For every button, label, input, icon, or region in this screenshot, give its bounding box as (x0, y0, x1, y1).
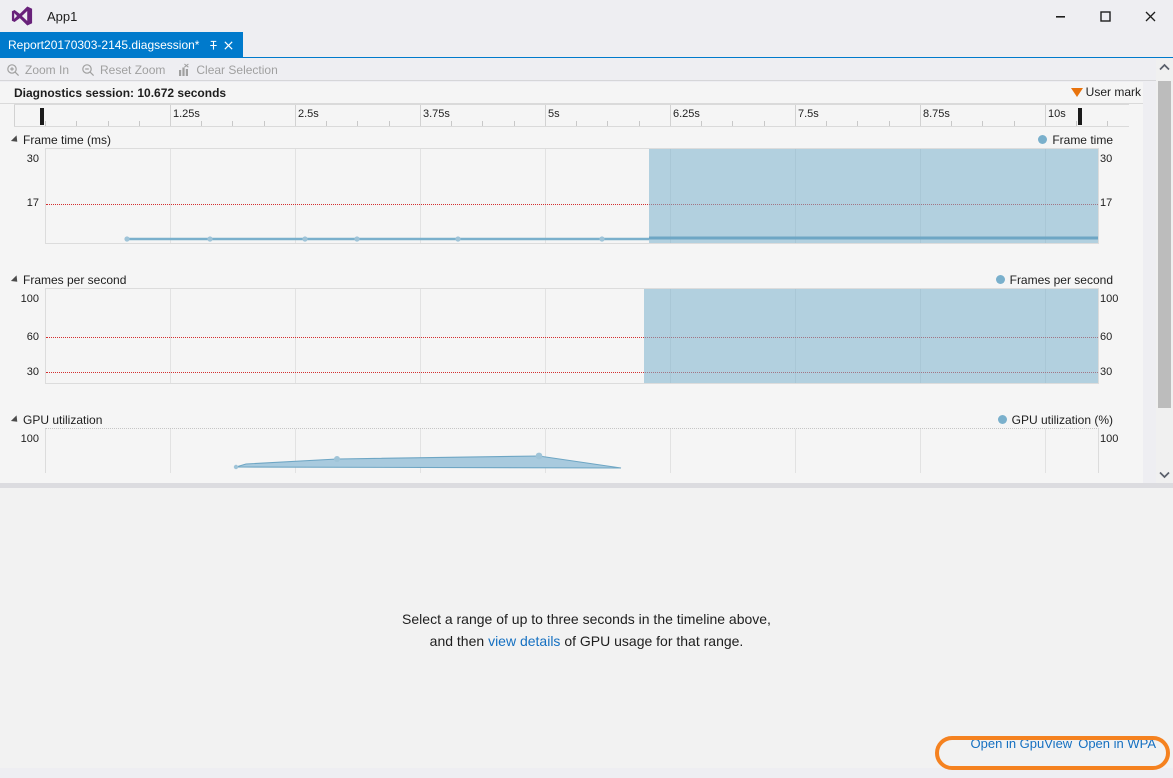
chart-title-label: Frame time (ms) (23, 132, 111, 147)
user-mark-triangle-icon (1070, 87, 1083, 97)
maximize-button[interactable] (1083, 0, 1128, 32)
app-title: App1 (47, 8, 78, 24)
chart-frame-time-title[interactable]: Frame time (ms) (10, 131, 111, 148)
details-message-line1: Select a range of up to three seconds in… (402, 611, 771, 627)
threshold-line-17 (46, 204, 1098, 205)
ruler-label-7: 10s (1048, 108, 1066, 120)
zoom-in-button[interactable]: Zoom In (0, 59, 75, 81)
reset-zoom-button[interactable]: Reset Zoom (75, 59, 171, 81)
visual-studio-logo-icon (11, 6, 33, 26)
scrollbar-thumb[interactable] (1158, 81, 1171, 408)
close-icon[interactable] (221, 37, 236, 53)
zoom-in-icon (5, 62, 21, 78)
tab-diagsession[interactable]: Report20170303-2145.diagsession* (0, 32, 244, 58)
y-axis-label: 60 (26, 331, 39, 343)
y-axis-label: 100 (20, 293, 39, 305)
details-pane: Select a range of up to three seconds in… (0, 488, 1173, 778)
y-axis-label-right: 30 (1100, 366, 1113, 378)
chart-frame-time: Frame time (ms) Frame time 30 17 30 17 (0, 131, 1143, 244)
ruler-label-2: 3.75s (423, 108, 450, 120)
vertical-scrollbar[interactable] (1156, 59, 1173, 483)
scroll-up-button[interactable] (1156, 59, 1173, 76)
scroll-down-button[interactable] (1156, 466, 1173, 483)
details-message-suffix: of GPU usage for that range. (560, 633, 744, 649)
toolbar: Zoom In Reset Zoom Clear Selection (0, 59, 1173, 81)
y-axis-label-right: 17 (1100, 197, 1113, 209)
collapse-caret-icon[interactable] (10, 414, 21, 425)
session-bar: Diagnostics session: 10.672 seconds (0, 82, 1143, 104)
ruler-label-1: 2.5s (298, 108, 319, 120)
chart-gpu-plot[interactable] (45, 428, 1099, 473)
details-message: Select a range of up to three seconds in… (0, 608, 1173, 652)
pane-splitter[interactable] (0, 483, 1173, 488)
chart-gpu-legend: GPU utilization (%) (997, 411, 1113, 428)
chart-frame-time-plot[interactable] (45, 148, 1099, 244)
tab-strip: Report20170303-2145.diagsession* (0, 32, 1173, 58)
chart-title-label: Frames per second (23, 272, 127, 287)
chart-frames-per-second: Frames per second Frames per second 100 … (0, 271, 1143, 384)
y-axis-label: 17 (26, 197, 39, 209)
details-message-prefix: and then (429, 633, 489, 649)
legend-label: GPU utilization (%) (1011, 412, 1113, 427)
zoom-reset-icon (80, 62, 96, 78)
user-mark-label: User mark (1085, 85, 1141, 99)
chart-fps-title[interactable]: Frames per second (10, 271, 127, 288)
details-message-line2: and then view details of GPU usage for t… (0, 630, 1173, 652)
threshold-line-60 (46, 337, 1098, 338)
clear-selection-icon (176, 62, 192, 78)
y-axis-label-right: 60 (1100, 331, 1113, 343)
bottom-strip (0, 768, 1173, 778)
y-axis-label: 30 (26, 366, 39, 378)
legend-label: Frame time (1052, 132, 1113, 147)
ruler-label-4: 6.25s (673, 108, 700, 120)
chart-gpu-utilization: GPU utilization GPU utilization (%) 100 … (0, 411, 1143, 523)
legend-dot-icon (995, 275, 1005, 284)
threshold-line-30 (46, 372, 1098, 373)
chart-gpu-title[interactable]: GPU utilization (10, 411, 103, 428)
chevron-up-icon (1159, 63, 1170, 71)
ruler-label-0: 1.25s (173, 108, 200, 120)
minimize-button[interactable] (1038, 0, 1083, 32)
chart-fps-plot[interactable] (45, 288, 1099, 384)
timeline-panel: 1.25s 2.5s 3.75s 5s 6.25s 7.5s 8.75s 10s… (0, 104, 1143, 584)
close-button[interactable] (1128, 0, 1173, 32)
ruler-label-6: 8.75s (923, 108, 950, 120)
gpu-utilization-series (233, 452, 622, 470)
tab-label: Report20170303-2145.diagsession* (8, 38, 200, 52)
y-axis-label-right: 30 (1100, 153, 1113, 165)
frame-time-series (124, 236, 1098, 242)
legend-dot-icon (1038, 135, 1048, 144)
collapse-caret-icon[interactable] (10, 274, 21, 285)
y-axis-label: 100 (20, 433, 39, 445)
y-axis-label: 30 (26, 153, 39, 165)
timeline-selection-region[interactable] (649, 149, 1098, 243)
view-details-link[interactable]: view details (488, 633, 561, 649)
ruler-label-5: 7.5s (798, 108, 819, 120)
ruler-label-3: 5s (548, 108, 560, 120)
window-controls (1038, 0, 1173, 32)
chevron-down-icon (1159, 471, 1170, 479)
timeline-selection-region[interactable] (644, 289, 1098, 383)
y-axis-label-right: 100 (1100, 293, 1119, 305)
session-duration-text: Diagnostics session: 10.672 seconds (14, 85, 227, 100)
timeline-ruler[interactable]: 1.25s 2.5s 3.75s 5s 6.25s 7.5s 8.75s 10s (14, 104, 1129, 127)
zoom-in-label: Zoom In (25, 62, 70, 77)
clear-selection-button[interactable]: Clear Selection (171, 59, 283, 81)
legend-dot-icon (997, 415, 1007, 424)
collapse-caret-icon[interactable] (10, 134, 21, 145)
chart-title-label: GPU utilization (23, 412, 103, 427)
user-mark-tick[interactable] (1078, 108, 1082, 125)
title-bar: App1 (0, 0, 1173, 32)
user-mark-legend: User mark (1070, 85, 1141, 99)
legend-label: Frames per second (1009, 272, 1113, 287)
chart-fps-legend: Frames per second (995, 271, 1113, 288)
y-axis-label-right: 100 (1100, 433, 1119, 445)
user-mark-tick[interactable] (40, 108, 44, 125)
annotation-highlight-ellipse (935, 736, 1170, 770)
reset-zoom-label: Reset Zoom (100, 62, 166, 77)
pin-icon[interactable] (206, 37, 221, 53)
chart-frame-time-legend: Frame time (1038, 131, 1113, 148)
clear-selection-label: Clear Selection (196, 62, 278, 77)
